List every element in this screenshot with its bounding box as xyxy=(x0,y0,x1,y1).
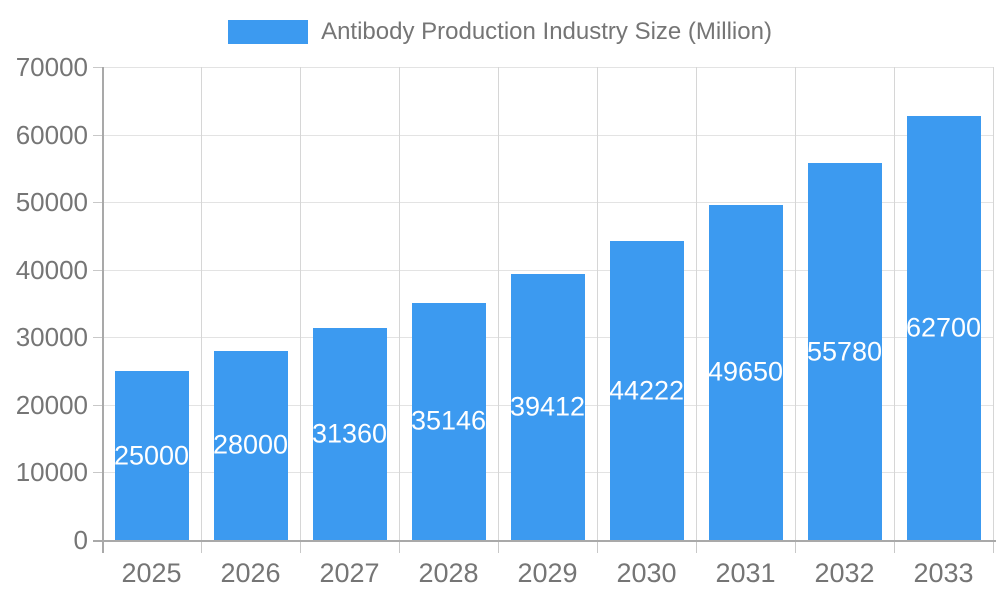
legend[interactable]: Antibody Production Industry Size (Milli… xyxy=(0,18,1000,46)
x-axis-category-label: 2025 xyxy=(121,558,182,588)
bar-value-label: 55780 xyxy=(806,336,883,367)
y-axis-tick xyxy=(93,472,102,474)
bar-value-label: 28000 xyxy=(212,429,289,460)
bar-2028[interactable] xyxy=(411,302,486,540)
x-axis-category-label: 2026 xyxy=(220,558,281,588)
y-axis-tick-label: 70000 xyxy=(15,52,88,82)
y-axis-tick-label: 40000 xyxy=(15,254,88,285)
y-axis-tick-label: 20000 xyxy=(15,389,88,420)
x-axis-category-label: 2032 xyxy=(814,558,875,588)
x-axis-category-label: 2029 xyxy=(517,558,578,588)
x-gridline xyxy=(795,67,796,540)
y-axis-tick xyxy=(93,134,102,136)
x-gridline xyxy=(201,67,202,540)
x-axis-tick xyxy=(894,540,895,553)
x-gridline xyxy=(498,67,499,540)
bar-2026[interactable] xyxy=(213,350,288,540)
y-axis-tick xyxy=(93,404,102,406)
x-gridline xyxy=(894,67,895,540)
x-axis-category-label: 2028 xyxy=(418,558,479,588)
bar-2030[interactable] xyxy=(609,241,684,540)
x-axis-tick xyxy=(498,540,499,553)
x-axis-tick xyxy=(399,540,400,553)
y-axis-tick xyxy=(93,269,102,271)
bar-2033[interactable] xyxy=(906,116,981,540)
y-axis-tick xyxy=(93,202,102,204)
y-axis-tick-label: 50000 xyxy=(15,187,88,218)
bar-value-label: 62700 xyxy=(905,312,982,343)
y-axis-tick xyxy=(93,337,102,339)
x-axis-category-label: 2031 xyxy=(715,558,776,588)
bar-value-label: 39412 xyxy=(509,391,586,422)
x-axis-tick xyxy=(201,540,202,553)
x-axis-category-label: 2027 xyxy=(319,558,380,588)
bar-2032[interactable] xyxy=(807,163,882,540)
x-axis-tick xyxy=(993,540,994,553)
y-axis-tick-label: 10000 xyxy=(15,457,88,488)
x-gridline xyxy=(696,67,697,540)
y-gridline xyxy=(102,67,993,68)
bar-2027[interactable] xyxy=(312,328,387,540)
legend-label: Antibody Production Industry Size (Milli… xyxy=(321,18,772,45)
y-axis-tick-label: 30000 xyxy=(15,322,88,353)
x-gridline xyxy=(399,67,400,540)
bar-value-label: 35146 xyxy=(410,405,487,436)
y-gridline xyxy=(102,202,993,204)
bar-2025[interactable] xyxy=(114,371,189,540)
x-axis-tick xyxy=(597,540,598,553)
x-axis-tick xyxy=(696,540,697,553)
bar-value-label: 44222 xyxy=(608,375,685,406)
bar-value-label: 31360 xyxy=(311,418,388,449)
bar-2029[interactable] xyxy=(510,273,585,540)
bar-value-label: 25000 xyxy=(113,440,190,471)
x-axis-line xyxy=(93,540,996,542)
y-axis-tick-label: 0 xyxy=(73,525,88,555)
y-axis-tick-label: 60000 xyxy=(15,119,88,150)
x-axis-category-label: 2030 xyxy=(616,558,677,588)
x-axis-tick xyxy=(300,540,301,553)
y-gridline xyxy=(102,134,993,136)
y-axis-line xyxy=(102,67,104,553)
x-axis-tick xyxy=(795,540,796,553)
y-axis-tick xyxy=(93,67,102,68)
bar-value-label: 49650 xyxy=(707,356,784,387)
x-gridline xyxy=(300,67,301,540)
x-gridline xyxy=(993,67,994,540)
bar-2031[interactable] xyxy=(708,204,783,540)
x-gridline xyxy=(597,67,598,540)
legend-swatch-icon xyxy=(228,20,309,44)
x-axis-category-label: 2033 xyxy=(913,558,974,588)
y-gridline xyxy=(102,269,993,271)
